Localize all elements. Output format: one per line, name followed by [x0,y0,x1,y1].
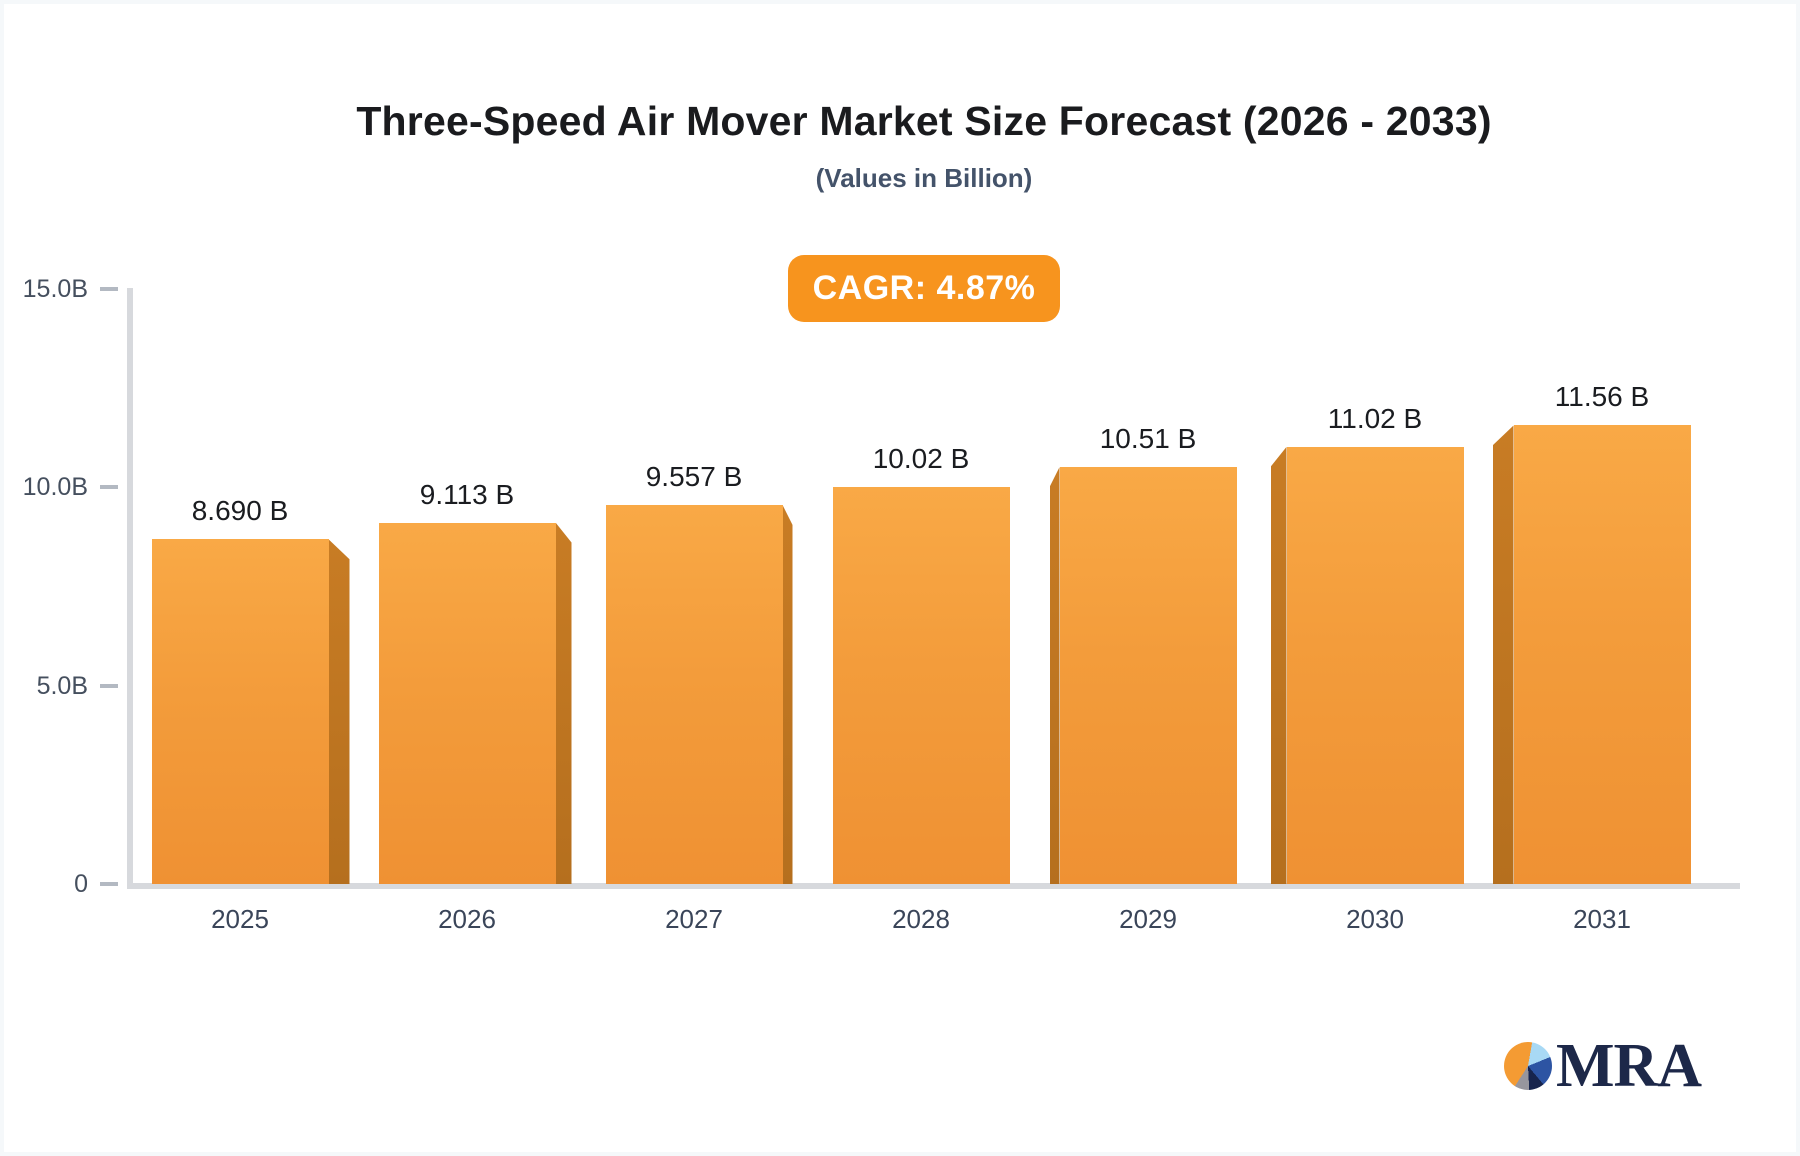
bar-2029[interactable] [1059,467,1237,884]
bar-value-label: 9.113 B [419,478,515,510]
bar-2028[interactable] [832,486,1010,884]
mra-logo-pie-icon [1504,1042,1552,1090]
x-axis-label: 2026 [438,904,496,934]
bar-side-face [1049,467,1060,884]
bar-side-face [328,539,350,884]
y-axis-tick-label: 10.0B [22,473,88,502]
y-axis-tick-label: 15.0B [22,275,88,303]
chart-subtitle: (Values in Billion) [815,163,1033,193]
bar-2025[interactable] [151,539,329,884]
bar-value-label: 10.51 B [1099,423,1197,455]
bar-value-label: 9.557 B [645,460,743,492]
bar-2027[interactable] [605,504,783,884]
mra-logo-text: MRA [1556,1032,1702,1100]
bar-2030[interactable] [1286,446,1464,884]
bar-side-face [1492,425,1514,884]
y-axis-tick-mark [100,287,118,291]
bar-value-label: 11.56 B [1554,381,1650,413]
x-axis-label: 2028 [892,904,950,934]
y-axis-tick-label: 5.0B [36,671,88,700]
bar-side-face [782,504,793,884]
mra-logo: MRA [1504,1032,1702,1100]
bar-2031[interactable] [1513,425,1691,884]
cagr-badge: CAGR: 4.87% [788,255,1060,322]
x-axis-label: 2025 [211,904,269,934]
y-axis-tick-label: 0 [74,870,88,898]
bar-value-label: 11.02 B [1327,402,1423,434]
bar-value-label: 8.690 B [191,495,289,527]
y-axis-tick-mark [100,683,118,688]
y-axis-tick-mark [100,485,118,490]
bar-value-label: 10.02 B [872,442,970,474]
chart-title: Three-Speed Air Mover Market Size Foreca… [356,98,1492,144]
x-axis-label: 2029 [1119,904,1177,934]
bar-side-face [1270,446,1287,884]
x-axis-line [127,883,1740,889]
x-axis-label: 2030 [1346,904,1404,934]
bar-side-face [555,522,572,884]
y-axis-tick-mark [100,882,118,886]
x-axis-label: 2031 [1573,904,1631,934]
y-axis-line [127,288,133,886]
x-axis-label: 2027 [665,904,723,934]
bar-2026[interactable] [378,522,556,884]
